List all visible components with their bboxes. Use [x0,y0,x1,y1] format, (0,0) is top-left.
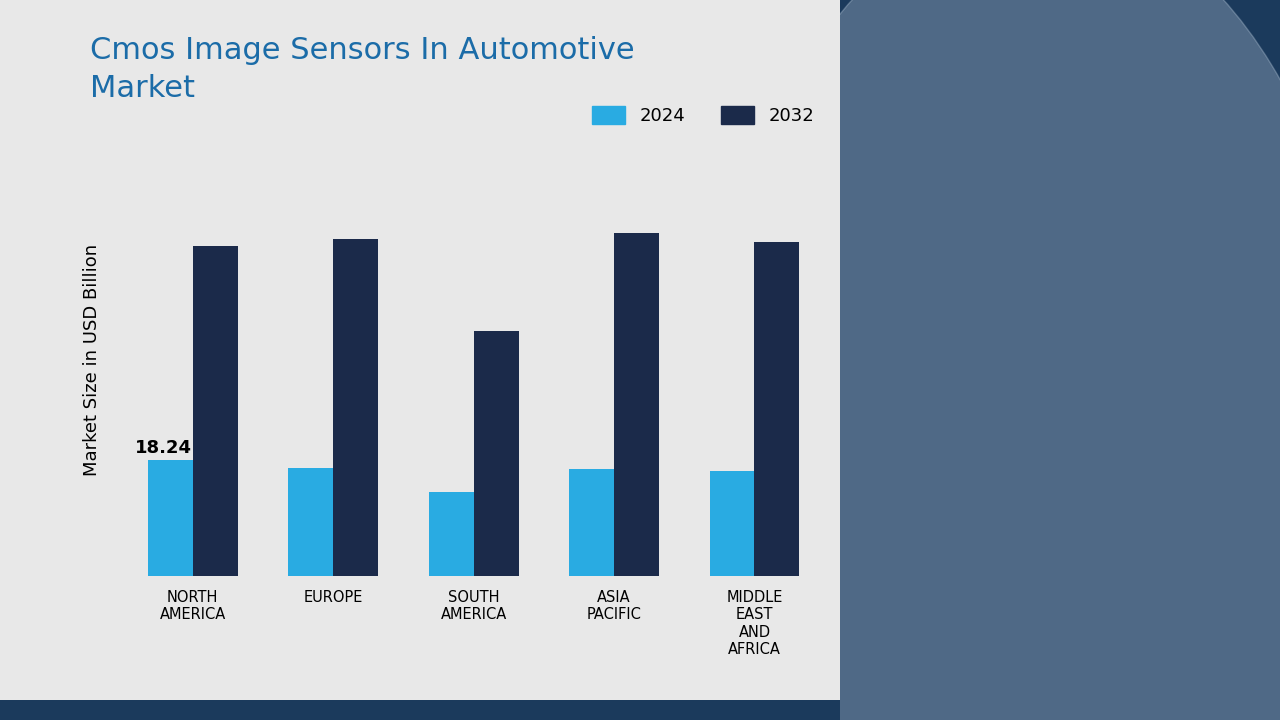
Text: 18.24: 18.24 [134,439,192,457]
Text: Cmos Image Sensors In Automotive
Market: Cmos Image Sensors In Automotive Market [90,36,634,103]
Y-axis label: Market Size in USD Billion: Market Size in USD Billion [83,244,101,476]
Legend: 2024, 2032: 2024, 2032 [584,97,823,134]
Bar [754,243,800,576]
Bar [474,331,518,576]
Bar [333,239,378,576]
Circle shape [708,0,1280,720]
Bar [429,492,474,576]
Bar [709,471,754,576]
Bar [193,246,238,576]
Bar [288,468,333,576]
Bar [570,469,614,576]
Bar [147,460,193,576]
Bar [614,233,659,576]
